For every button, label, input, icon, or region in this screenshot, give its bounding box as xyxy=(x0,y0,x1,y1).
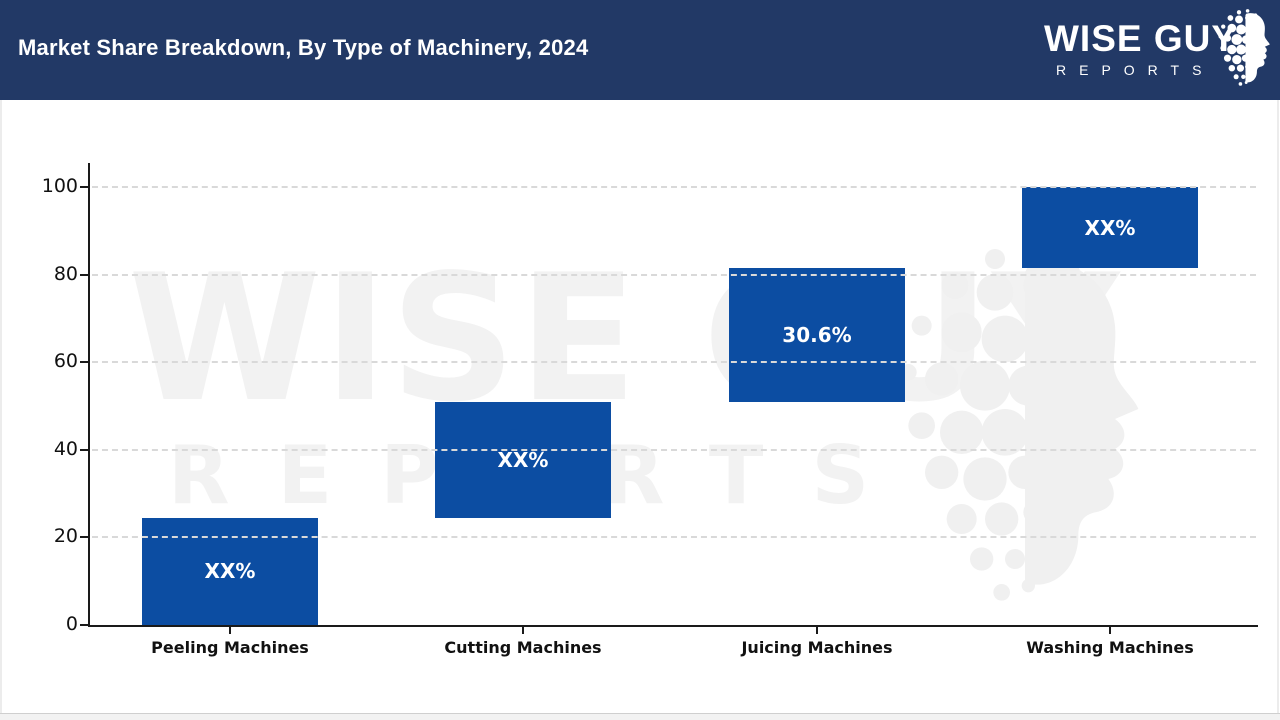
left-edge-divider xyxy=(0,100,2,713)
gridline-100 xyxy=(92,186,1256,188)
y-tick-label: 80 xyxy=(53,262,78,285)
y-tick-label: 40 xyxy=(53,437,78,460)
y-tick-label: 60 xyxy=(53,350,78,373)
y-tick-mark xyxy=(80,361,88,364)
logo-brand-text: WISE GUY xyxy=(1044,18,1238,59)
y-tick-label: 100 xyxy=(41,175,78,197)
y-tick-mark xyxy=(80,536,88,539)
gridline-20 xyxy=(92,536,1256,539)
gridline-60 xyxy=(92,361,1256,364)
bar-peeling-machines: XX% xyxy=(142,517,318,625)
y-axis-line xyxy=(88,163,90,627)
bar-cutting-machines: XX% xyxy=(435,402,611,518)
bar-value-label-washing-machines: XX% xyxy=(1084,215,1136,240)
bar-juicing-machines: 30.6% xyxy=(729,268,905,403)
x-category-label-juicing-machines: Juicing Machines xyxy=(741,638,893,657)
gridline-40 xyxy=(92,448,1256,451)
x-axis-line xyxy=(88,625,1258,627)
x-category-label-peeling-machines: Peeling Machines xyxy=(151,638,309,657)
y-tick-mark xyxy=(80,624,88,626)
dotted-head-profile-icon xyxy=(1218,9,1270,86)
x-category-label-washing-machines: Washing Machines xyxy=(1026,638,1194,657)
logo-reports-text: REPORTS xyxy=(1056,62,1215,78)
wise-guy-reports-logo: WISE GUY REPORTS xyxy=(1038,4,1276,98)
bar-washing-machines: XX% xyxy=(1022,187,1198,269)
x-category-label-cutting-machines: Cutting Machines xyxy=(444,638,602,657)
bottom-strip xyxy=(0,713,1280,720)
bar-value-label-peeling-machines: XX% xyxy=(204,559,256,584)
y-tick-mark xyxy=(80,186,88,188)
x-tick-mark-cutting-machines xyxy=(522,627,524,634)
header-band: Market Share Breakdown, By Type of Machi… xyxy=(0,0,1280,100)
right-edge-divider xyxy=(1277,100,1279,713)
gridline-80 xyxy=(92,273,1256,276)
page-title: Market Share Breakdown, By Type of Machi… xyxy=(18,35,589,60)
bar-value-label-cutting-machines: XX% xyxy=(497,448,549,473)
y-tick-mark xyxy=(80,273,88,276)
y-tick-label: 20 xyxy=(53,525,78,548)
y-tick-label: 0 xyxy=(65,613,78,635)
y-tick-mark xyxy=(80,448,88,451)
x-tick-mark-juicing-machines xyxy=(816,627,818,634)
bar-value-label-juicing-machines: 30.6% xyxy=(782,323,852,348)
x-tick-mark-washing-machines xyxy=(1109,627,1111,634)
x-tick-mark-peeling-machines xyxy=(229,627,231,634)
